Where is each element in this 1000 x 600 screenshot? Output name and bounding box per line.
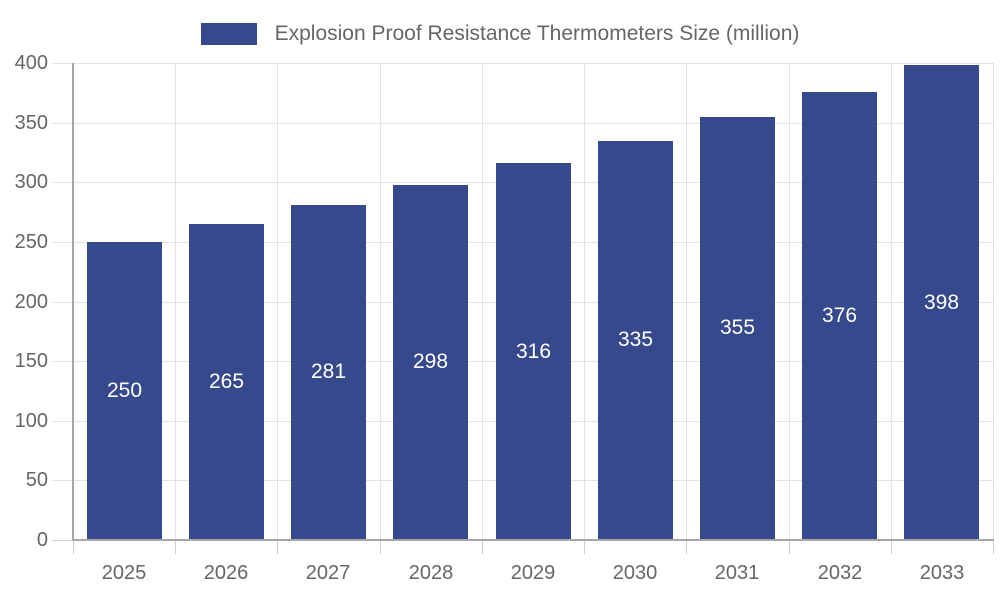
legend-label: Explosion Proof Resistance Thermometers … [274,22,800,45]
legend-marker-swatch [200,23,257,45]
bar-value-label: 265 [208,370,245,393]
y-axis-line [72,63,74,541]
y-axis-label: 200 [14,291,48,313]
bar-2028 [393,185,468,540]
x-gridline [482,63,483,540]
x-tick [584,540,585,554]
bar-value-label: 316 [515,340,552,363]
y-tick [52,540,73,541]
y-axis-label: 300 [14,171,48,193]
x-gridline [584,63,585,540]
x-tick [789,540,790,554]
x-tick [380,540,381,554]
bar-2025 [87,242,162,540]
x-tick [482,540,483,554]
x-axis-label: 2029 [510,562,556,584]
bar-2026 [189,224,264,540]
bar-2033 [904,65,979,540]
bar-2032 [802,92,877,540]
y-axis-label: 150 [14,350,48,372]
chart-legend-item[interactable]: Explosion Proof Resistance Thermometers … [0,20,1000,48]
bar-value-label: 376 [821,304,858,327]
x-axis-label: 2027 [305,562,351,584]
x-tick [686,540,687,554]
y-gridline [52,123,993,124]
bar-2027 [291,205,366,540]
bar-2029 [496,163,571,540]
x-axis-label: 2026 [203,562,249,584]
x-axis-label: 2028 [408,562,454,584]
x-tick [73,540,74,554]
x-axis-label: 2031 [714,562,760,584]
bar-2031 [700,117,775,540]
x-tick [175,540,176,554]
y-gridline [52,63,993,64]
x-gridline [891,63,892,540]
y-axis-label: 400 [14,52,48,74]
bar-value-label: 250 [106,379,143,402]
y-axis-label: 100 [14,410,48,432]
bar-value-label: 298 [412,350,449,373]
y-axis-label: 350 [14,112,48,134]
y-axis-label: 0 [36,529,48,551]
x-gridline [175,63,176,540]
x-gridline [686,63,687,540]
x-gridline [789,63,790,540]
bar-2030 [598,141,673,540]
bar-value-label: 355 [719,316,756,339]
x-axis-label: 2033 [919,562,965,584]
x-tick [993,540,994,554]
x-tick [891,540,892,554]
y-axis-label: 50 [25,469,48,491]
x-axis-line [72,539,994,541]
bar-value-label: 335 [617,328,654,351]
bar-value-label: 398 [923,291,960,314]
x-gridline [993,63,994,540]
bar-value-label: 281 [310,360,347,383]
x-gridline [380,63,381,540]
x-axis-label: 2025 [101,562,147,584]
x-gridline [277,63,278,540]
x-axis-label: 2030 [612,562,658,584]
y-axis-label: 250 [14,231,48,253]
x-axis-label: 2032 [817,562,863,584]
x-tick [277,540,278,554]
